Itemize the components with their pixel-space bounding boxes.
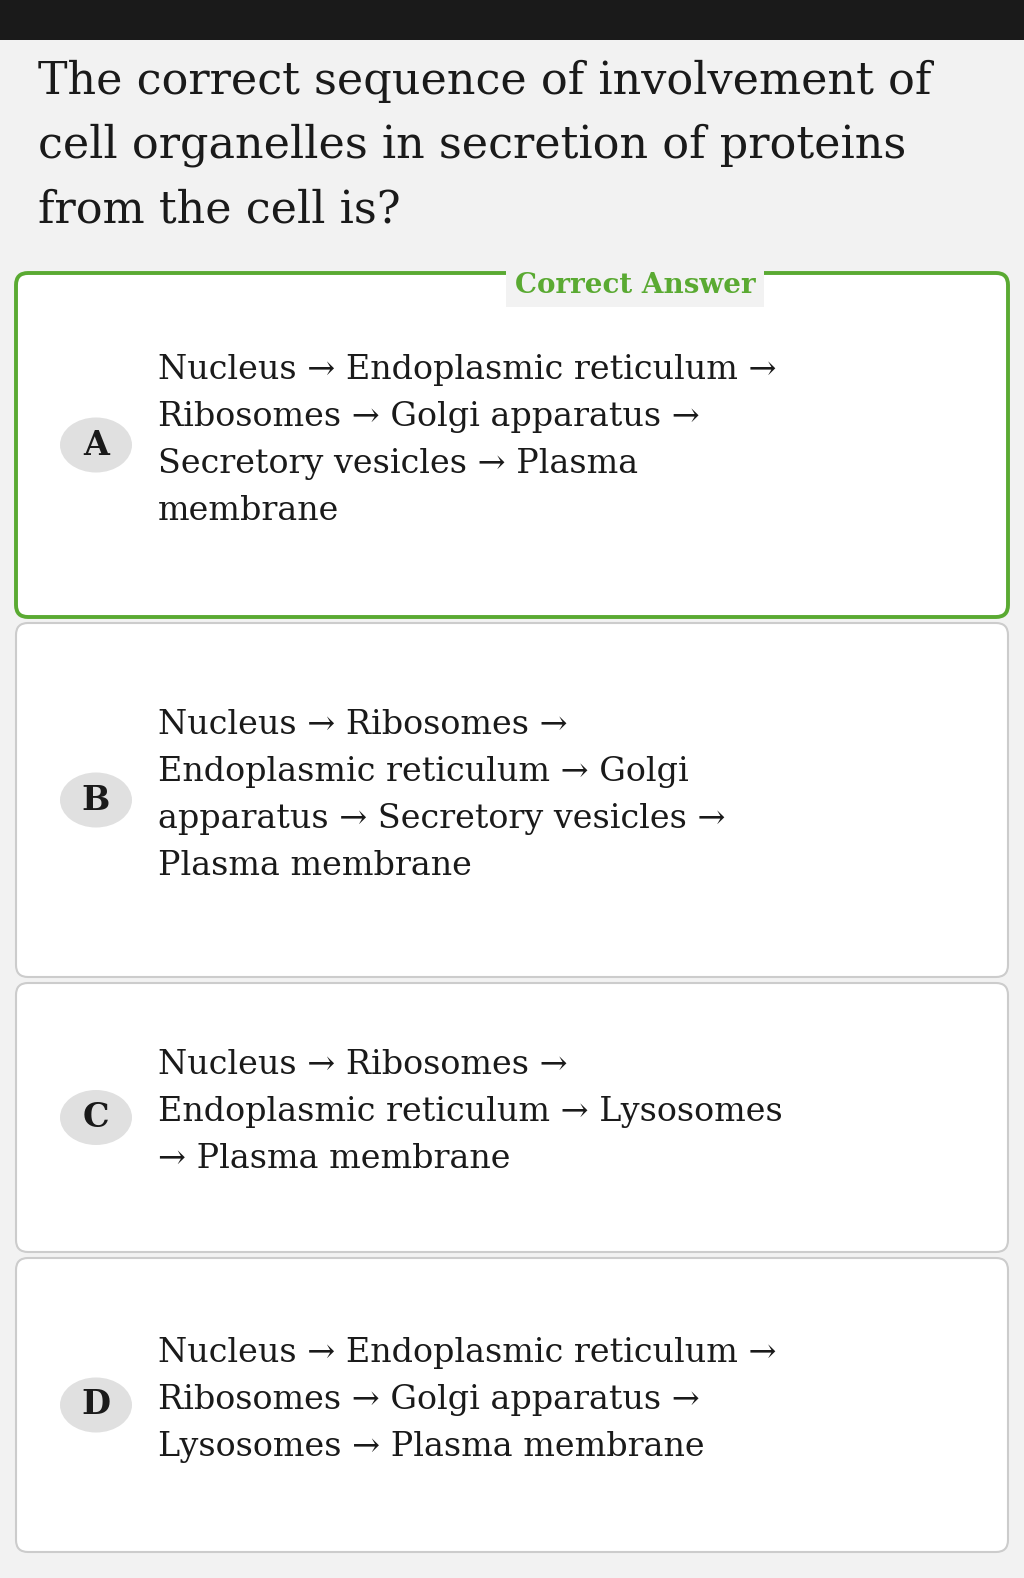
FancyBboxPatch shape (16, 983, 1008, 1251)
Ellipse shape (60, 773, 132, 827)
Text: Correct Answer: Correct Answer (515, 271, 755, 298)
Text: D: D (82, 1389, 111, 1422)
Text: B: B (82, 784, 111, 816)
Text: Nucleus → Endoplasmic reticulum →
Ribosomes → Golgi apparatus →
Lysosomes → Plas: Nucleus → Endoplasmic reticulum → Riboso… (158, 1337, 776, 1463)
Text: Nucleus → Ribosomes →
Endoplasmic reticulum → Golgi
apparatus → Secretory vesicl: Nucleus → Ribosomes → Endoplasmic reticu… (158, 709, 725, 882)
Text: The correct sequence of involvement of
cell organelles in secretion of proteins
: The correct sequence of involvement of c… (38, 60, 932, 230)
Text: C: C (83, 1101, 110, 1135)
FancyBboxPatch shape (16, 1258, 1008, 1553)
FancyBboxPatch shape (16, 273, 1008, 617)
Text: Nucleus → Endoplasmic reticulum →
Ribosomes → Golgi apparatus →
Secretory vesicl: Nucleus → Endoplasmic reticulum → Riboso… (158, 353, 776, 527)
Text: Nucleus → Ribosomes →
Endoplasmic reticulum → Lysosomes
→ Plasma membrane: Nucleus → Ribosomes → Endoplasmic reticu… (158, 1049, 782, 1176)
Ellipse shape (60, 1090, 132, 1146)
Ellipse shape (60, 1378, 132, 1433)
FancyBboxPatch shape (16, 623, 1008, 977)
Text: A: A (83, 429, 109, 461)
Ellipse shape (60, 418, 132, 472)
FancyBboxPatch shape (0, 0, 1024, 39)
